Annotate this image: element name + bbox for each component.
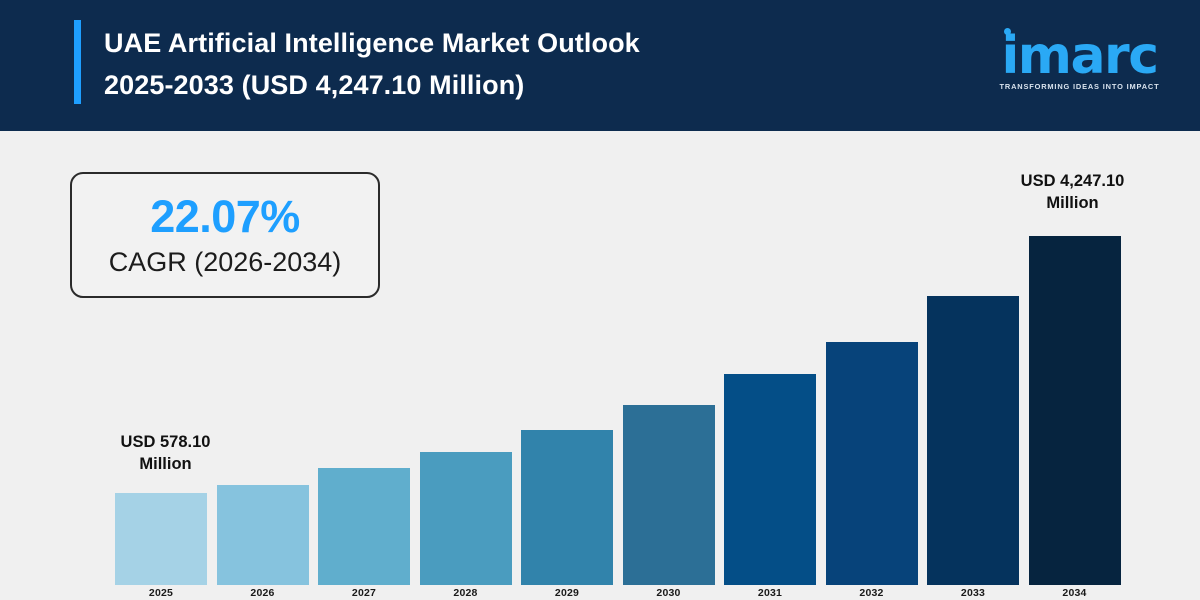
bar-year-label: 2028 xyxy=(453,587,478,599)
page-title: UAE Artificial Intelligence Market Outlo… xyxy=(104,16,904,112)
title-accent-bar xyxy=(74,20,81,104)
cagr-label: CAGR (2026-2034) xyxy=(108,247,342,277)
page-header: UAE Artificial Intelligence Market Outlo… xyxy=(0,0,1200,131)
bar-2029[interactable]: 2029 xyxy=(521,430,613,599)
page-title-line-1: UAE Artificial Intelligence Market Outlo… xyxy=(104,28,640,58)
bar-2025[interactable]: 2025 xyxy=(115,493,207,599)
bar-2027[interactable]: 2027 xyxy=(318,468,410,599)
bar-2030[interactable]: 2030 xyxy=(622,405,715,599)
logo-wordmark: imarc xyxy=(1001,26,1159,86)
bar-year-label: 2034 xyxy=(1062,587,1087,599)
bar-2028[interactable]: 2028 xyxy=(419,452,512,599)
bar-2034[interactable]: 2034 xyxy=(1028,236,1121,599)
last-value-callout: USD 4,247.10 Million xyxy=(985,170,1160,214)
bar-year-label: 2026 xyxy=(250,587,275,599)
bar-chart: USD 578.10 Million USD 4,247.10 Million … xyxy=(0,131,1200,600)
last-value-unit: Million xyxy=(1046,194,1099,212)
bar-year-label: 2033 xyxy=(960,587,986,599)
bar-2026[interactable]: 2026 xyxy=(216,485,309,599)
bar-2032[interactable]: 2032 xyxy=(825,342,918,599)
first-value-unit: Million xyxy=(139,455,192,473)
cagr-value: 22.07% xyxy=(150,191,300,242)
bar-year-label: 2027 xyxy=(351,587,377,599)
bar-year-label: 2032 xyxy=(859,587,884,599)
bar-year-label: 2025 xyxy=(148,587,174,599)
first-value-callout: USD 578.10 Million xyxy=(78,431,253,475)
bar-year-label: 2031 xyxy=(757,587,783,599)
logo-dot-icon xyxy=(1004,28,1011,35)
cagr-badge: 22.07% CAGR (2026-2034) xyxy=(70,172,380,298)
bar-2033[interactable]: 2033 xyxy=(927,296,1019,599)
logo-tagline: TRANSFORMING IDEAS INTO IMPACT xyxy=(999,82,1160,91)
imarc-logo: imarc TRANSFORMING IDEAS INTO IMPACT xyxy=(987,20,1172,98)
first-value-amount: USD 578.10 xyxy=(120,433,211,451)
page-title-line-2: 2025-2033 (USD 4,247.10 Million) xyxy=(104,70,525,100)
last-value-amount: USD 4,247.10 xyxy=(1020,172,1125,190)
bar-2031[interactable]: 2031 xyxy=(724,374,816,599)
bar-year-label: 2030 xyxy=(656,587,681,599)
bar-year-label: 2029 xyxy=(554,587,580,599)
